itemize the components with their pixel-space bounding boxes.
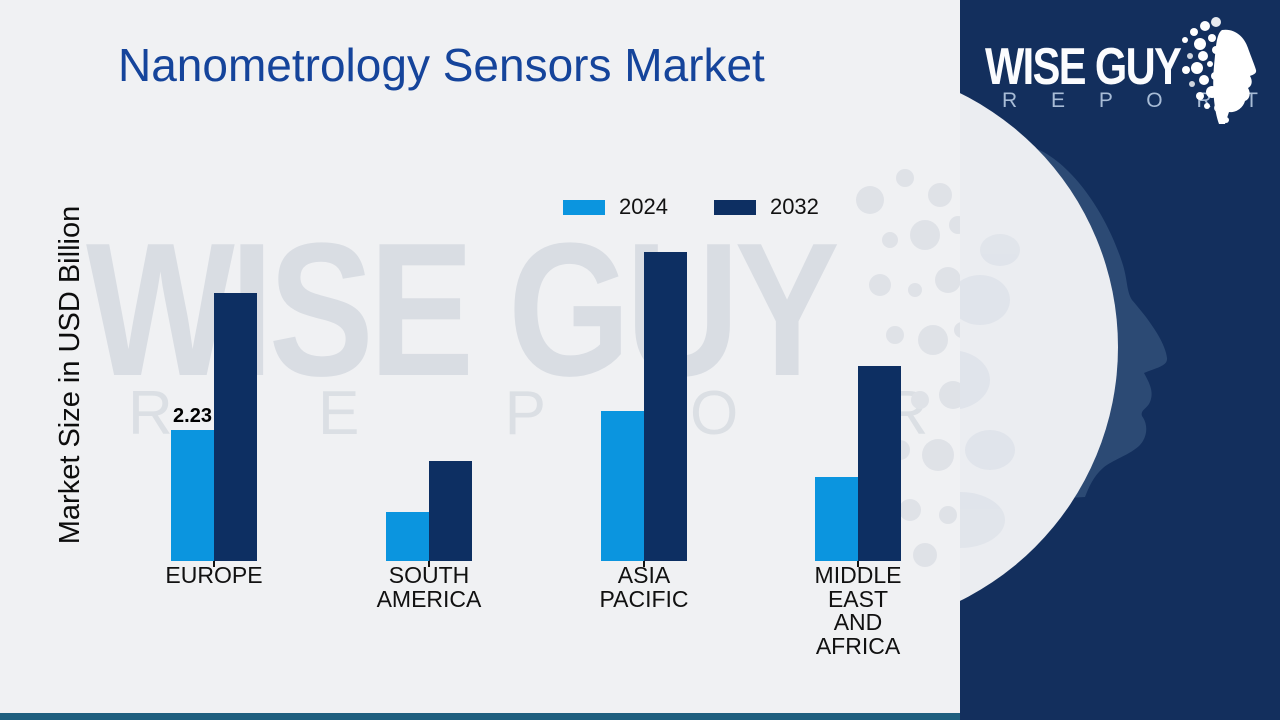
axis-tick-south-america [428,561,430,567]
category-label-asia-pacific: ASIA PACIFIC [599,562,689,612]
category-label-middle-east-and-africa: MIDDLE EAST AND AFRICA [814,562,902,659]
legend-swatch-2024 [563,199,605,215]
bar-2024-europe [171,430,214,561]
bar-2032-asia-pacific [644,252,687,561]
brand-panel: WISE GUY R E P O R T S [960,0,1280,720]
axis-tick-asia-pacific [643,561,645,567]
axis-tick-europe [213,561,215,567]
axis-tick-middle-east-and-africa [857,561,859,567]
legend: 2024 2032 [563,194,819,220]
bar-2032-middle-east-and-africa [858,366,901,561]
legend-label-2032: 2032 [769,194,819,219]
category-label-south-america: SOUTH AMERICA [376,562,482,612]
brand-wordmark: WISE GUY [985,38,1182,96]
y-axis-label: Market Size in USD Billion [54,205,86,545]
brand-panel-art [960,93,1168,601]
bottom-accent-strip [0,713,962,720]
chart-title: Nanometrology Sensors Market [118,39,765,91]
bar-2024-asia-pacific [601,411,644,561]
bar-2024-middle-east-and-africa [815,477,858,561]
legend-label-2024: 2024 [619,194,668,219]
value-label-europe: 2.23 [173,405,212,427]
watermark-wordmark: WISE GUY [86,204,840,416]
bar-2032-europe [214,293,257,561]
category-label-europe: EUROPE [165,562,263,588]
bar-2032-south-america [429,461,472,561]
brand-dotted-face-icon [1182,17,1257,125]
legend-swatch-2032 [713,199,756,215]
bar-2024-south-america [386,512,429,561]
